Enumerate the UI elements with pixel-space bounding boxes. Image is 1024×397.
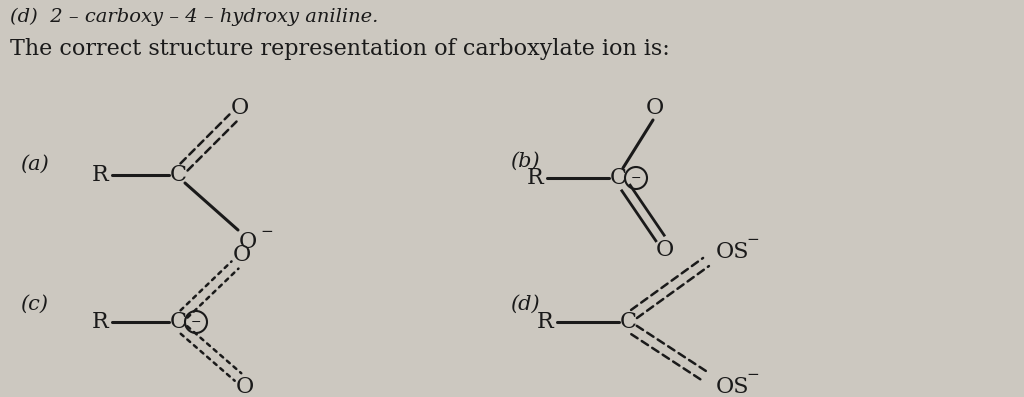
Text: C: C [609,167,627,189]
Text: R: R [537,311,553,333]
Text: −: − [260,225,272,239]
Text: C: C [620,311,637,333]
Text: −: − [631,172,641,185]
Text: (b): (b) [510,152,540,171]
Text: O: O [239,231,257,253]
Text: (c): (c) [20,295,48,314]
Text: O: O [230,97,249,119]
Text: O: O [232,244,251,266]
Text: O: O [646,97,665,119]
Text: O: O [656,239,674,261]
Text: The correct structure representation of carboxylate ion is:: The correct structure representation of … [10,38,670,60]
Text: R: R [91,311,109,333]
Text: C: C [170,164,186,186]
Text: R: R [526,167,544,189]
Text: OS: OS [716,376,750,397]
Text: (d): (d) [510,295,540,314]
Text: −: − [190,316,202,328]
Text: −: − [746,233,759,247]
Text: −: − [746,368,759,382]
Text: (a): (a) [20,155,49,174]
Text: OS: OS [716,241,750,263]
Text: R: R [91,164,109,186]
Text: C: C [170,311,186,333]
Text: (d)  2 – carboxy – 4 – hydroxy aniline.: (d) 2 – carboxy – 4 – hydroxy aniline. [10,8,379,26]
Text: O: O [236,376,254,397]
